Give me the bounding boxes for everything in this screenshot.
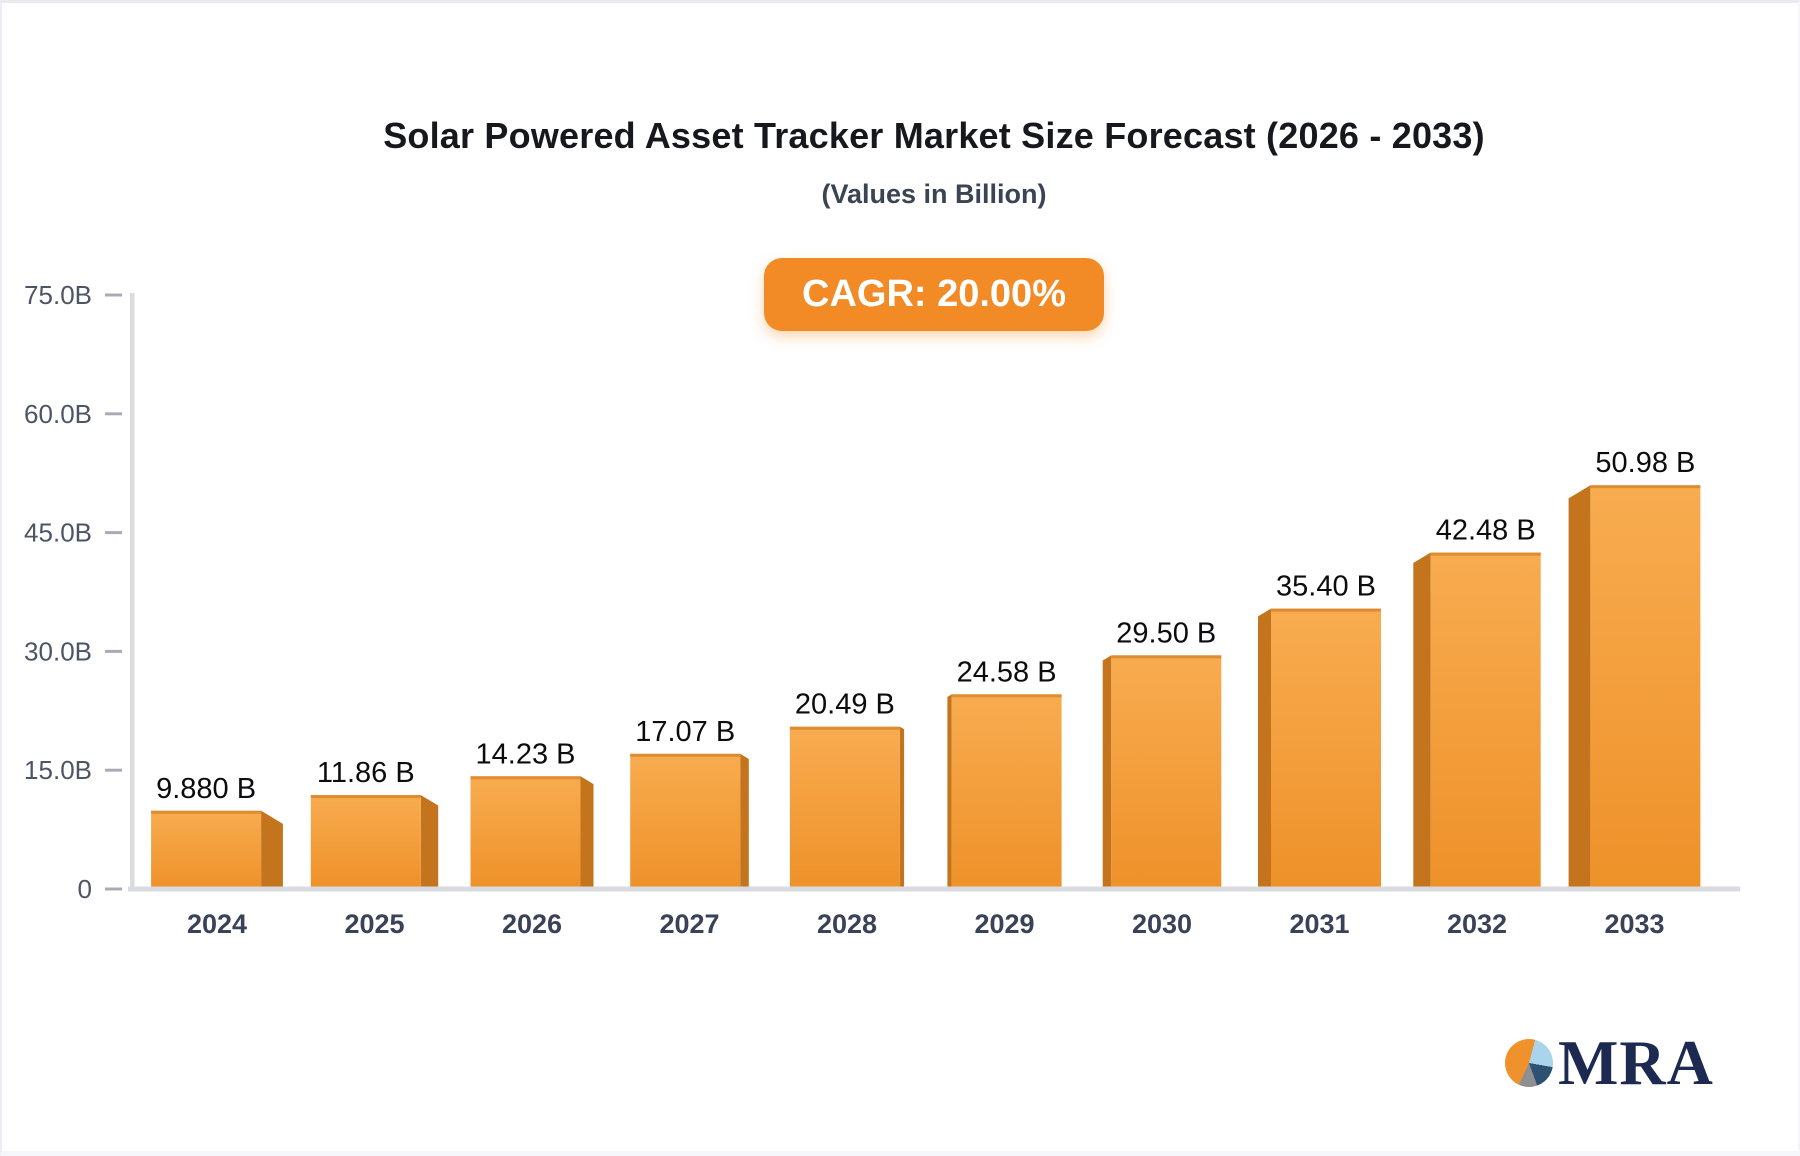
cagr-badge: CAGR: 20.00% [764, 258, 1104, 331]
bar [1271, 608, 1381, 889]
bar-side-face [261, 810, 283, 889]
bar-top-edge [1590, 485, 1701, 489]
bar-top-edge [1111, 655, 1222, 659]
bar [310, 795, 421, 889]
bar-value-label: 17.07 B [635, 716, 735, 748]
cagr-badge-wrap: CAGR: 20.00% [66, 258, 1798, 331]
bar-value-label: 24.58 B [957, 656, 1057, 688]
bar [1111, 655, 1222, 889]
page-title: Solar Powered Asset Tracker Market Size … [383, 115, 1485, 156]
y-tick-label: 15.0B [24, 755, 92, 785]
bar-side-face [899, 726, 905, 889]
y-tick-dash [105, 412, 122, 416]
chart-header: Solar Powered Asset Tracker Market Size … [66, 3, 1798, 210]
x-axis-line [128, 886, 1740, 892]
bar-side-face [1568, 485, 1591, 889]
bar-value-label: 42.48 B [1436, 515, 1536, 547]
bar-value-label: 29.50 B [1116, 617, 1216, 649]
bar-side-face [1102, 655, 1112, 889]
bar-chart: 0 15.0B 30.0B 45.0B 60.0B 75.0B 9.880 B 2024 11.… [24, 280, 1740, 939]
bar-side-face [420, 795, 439, 889]
y-tick-label: 60.0B [24, 399, 92, 429]
bar [951, 694, 1062, 889]
x-tick-label: 2029 [974, 909, 1034, 939]
x-tick-label: 2025 [344, 909, 404, 939]
bar-side-face [1258, 608, 1271, 889]
bar-value-label: 20.49 B [795, 689, 895, 721]
y-tick-dash [105, 768, 122, 772]
brand-logo: MRA [1505, 1027, 1714, 1098]
y-tick-label: 0 [78, 874, 92, 904]
y-axis-line [130, 293, 135, 889]
bar [630, 753, 741, 889]
bar [1430, 552, 1541, 889]
bar-side-face [580, 776, 594, 889]
bar-value-label: 9.880 B [156, 773, 256, 805]
bar-top-edge [789, 726, 900, 730]
bar-top-edge [1430, 552, 1541, 556]
bar-top-edge [310, 795, 421, 799]
bar-top-edge [151, 810, 262, 814]
bar-value-label: 14.23 B [476, 738, 576, 770]
bar-side-face [740, 753, 749, 889]
x-tick-label: 2030 [1132, 909, 1192, 939]
bar-top-edge [1271, 608, 1381, 612]
y-tick-label: 45.0B [24, 518, 92, 548]
bar [151, 810, 262, 889]
y-tick-dash [105, 887, 122, 891]
y-tick-dash [105, 293, 122, 297]
y-tick-dash [105, 649, 122, 653]
bar [1590, 485, 1701, 889]
x-tick-label: 2027 [659, 909, 719, 939]
x-tick-label: 2024 [187, 909, 247, 939]
y-tick-label: 30.0B [24, 636, 92, 666]
bar-top-edge [951, 694, 1062, 698]
x-tick-label: 2028 [817, 909, 877, 939]
pie-chart-icon [1505, 1039, 1553, 1087]
bar-side-face [947, 694, 952, 889]
bar-value-label: 11.86 B [317, 757, 415, 789]
bar-value-label: 35.40 B [1276, 571, 1376, 603]
bar [470, 776, 581, 889]
x-tick-label: 2031 [1289, 909, 1349, 939]
page-subtitle: (Values in Billion) [821, 179, 1047, 209]
bar-top-edge [470, 776, 581, 780]
x-tick-label: 2026 [502, 909, 562, 939]
bar-top-edge [630, 753, 741, 757]
y-tick-dash [105, 531, 122, 535]
bar-value-label: 50.98 B [1595, 447, 1695, 479]
bar [789, 726, 900, 889]
y-tick-label: 75.0B [24, 280, 92, 310]
brand-name: MRA [1558, 1027, 1714, 1098]
x-tick-label: 2032 [1447, 909, 1507, 939]
x-tick-label: 2033 [1604, 909, 1664, 939]
bar-side-face [1413, 552, 1431, 889]
